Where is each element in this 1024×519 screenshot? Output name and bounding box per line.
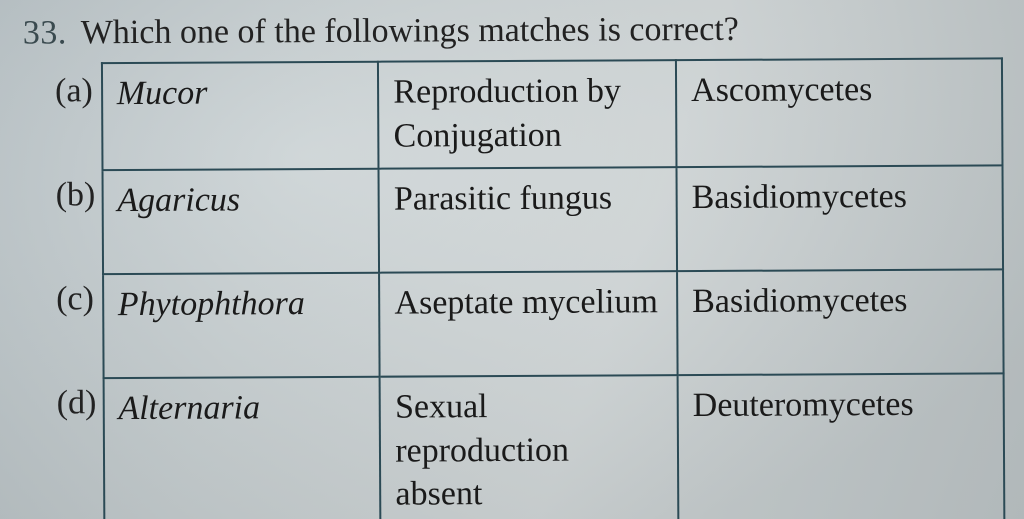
cell-organism: Phytophthora (103, 273, 380, 378)
page: 33. Which one of the followings matches … (0, 0, 1024, 519)
body-row: (a) (b) (c) (d) Mucor Reproduction by Co… (55, 57, 1005, 519)
question-line: 33. Which one of the followings matches … (23, 9, 1003, 52)
cell-character: Parasitic fungus (379, 167, 677, 273)
cell-organism: Agaricus (102, 169, 379, 274)
cell-character: Reproduction by Conjugation (378, 60, 676, 169)
option-label-a: (a) (55, 62, 95, 166)
question-number: 33. (23, 14, 67, 52)
cell-class: Ascomycetes (676, 58, 1003, 167)
question-text: Which one of the followings matches is c… (81, 11, 739, 52)
option-labels-column: (a) (b) (c) (d) (55, 62, 97, 519)
cell-character: Aseptate mycelium (379, 271, 677, 377)
option-label-text: (d) (57, 384, 97, 422)
cell-class: Deuteromycetes (678, 373, 1005, 519)
option-label-text: (c) (56, 280, 94, 318)
option-label-text: (b) (56, 176, 96, 214)
table-row: Alternaria Sexual reproduction absent De… (103, 373, 1004, 519)
cell-organism: Alternaria (103, 377, 380, 519)
option-label-c: (c) (56, 270, 96, 374)
option-label-b: (b) (55, 166, 95, 270)
cell-class: Basidiomycetes (677, 269, 1004, 375)
cell-organism: Mucor (102, 62, 379, 170)
table-row: Phytophthora Aseptate mycelium Basidiomy… (103, 269, 1004, 378)
option-label-text: (a) (55, 72, 93, 110)
cell-character: Sexual reproduction absent (380, 375, 678, 519)
cell-class: Basidiomycetes (676, 165, 1003, 271)
option-label-d: (d) (57, 374, 97, 519)
table-row: Mucor Reproduction by Conjugation Ascomy… (102, 58, 1003, 170)
answers-table: Mucor Reproduction by Conjugation Ascomy… (101, 57, 1006, 519)
table-row: Agaricus Parasitic fungus Basidiomycetes (102, 165, 1003, 274)
